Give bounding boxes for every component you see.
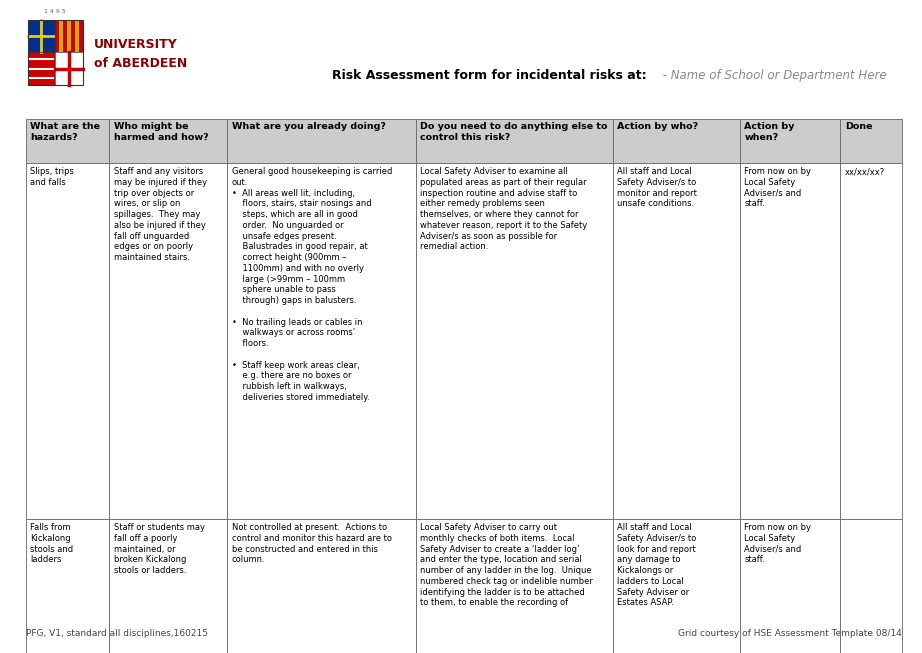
Bar bbox=[416, 519, 612, 653]
Text: - Name of School or Department Here: - Name of School or Department Here bbox=[659, 69, 887, 82]
Bar bbox=[227, 119, 416, 163]
Bar bbox=[227, 163, 416, 519]
Text: Staff or students may
fall off a poorly
maintained, or
broken Kickalong
stools o: Staff or students may fall off a poorly … bbox=[113, 523, 205, 575]
Bar bbox=[840, 119, 902, 163]
Text: What are the
hazards?: What are the hazards? bbox=[30, 122, 100, 142]
Bar bbox=[739, 119, 840, 163]
Text: From now on by
Local Safety
Adviser/s and
staff.: From now on by Local Safety Adviser/s an… bbox=[744, 523, 811, 564]
Bar bbox=[612, 119, 739, 163]
Bar bbox=[739, 519, 840, 653]
Bar bbox=[840, 163, 902, 519]
Bar bbox=[109, 519, 227, 653]
Bar bbox=[71, 20, 75, 52]
Bar bbox=[612, 163, 739, 519]
Bar bbox=[28, 20, 55, 52]
Text: Staff and any visitors
may be injured if they
trip over objects or
wires, or sli: Staff and any visitors may be injured if… bbox=[113, 167, 207, 262]
Text: General good housekeeping is carried
out.
•  All areas well lit, including,
    : General good housekeeping is carried out… bbox=[232, 167, 392, 402]
Text: xx/xx/xx?: xx/xx/xx? bbox=[845, 167, 885, 176]
Bar bbox=[227, 519, 416, 653]
Bar bbox=[55, 20, 83, 52]
Bar bbox=[55, 52, 83, 85]
Bar bbox=[26, 519, 109, 653]
Bar bbox=[28, 52, 55, 85]
Text: Action by
when?: Action by when? bbox=[744, 122, 795, 142]
Text: PFG, V1, standard all disciplines,160215: PFG, V1, standard all disciplines,160215 bbox=[26, 629, 207, 638]
Bar bbox=[612, 519, 739, 653]
Bar bbox=[109, 119, 227, 163]
Bar bbox=[416, 163, 612, 519]
Bar bbox=[26, 163, 109, 519]
Text: Local Safety Adviser to examine all
populated areas as part of their regular
ins: Local Safety Adviser to examine all popu… bbox=[420, 167, 587, 251]
Text: Local Safety Adviser to carry out
monthly checks of both items.  Local
Safety Ad: Local Safety Adviser to carry out monthl… bbox=[420, 523, 593, 607]
Text: UNIVERSITY: UNIVERSITY bbox=[94, 38, 178, 51]
Text: Done: Done bbox=[845, 122, 872, 131]
Bar bbox=[79, 20, 83, 52]
Text: Who might be
harmed and how?: Who might be harmed and how? bbox=[113, 122, 208, 142]
Text: What are you already doing?: What are you already doing? bbox=[232, 122, 385, 131]
Bar bbox=[739, 163, 840, 519]
Bar bbox=[64, 20, 67, 52]
Text: Slips, trips
and falls: Slips, trips and falls bbox=[30, 167, 75, 187]
Bar bbox=[26, 119, 109, 163]
Text: All staff and Local
Safety Adviser/s to
look for and report
any damage to
Kickal: All staff and Local Safety Adviser/s to … bbox=[618, 523, 696, 607]
Bar bbox=[109, 163, 227, 519]
Text: of ABERDEEN: of ABERDEEN bbox=[94, 57, 187, 71]
Text: Action by who?: Action by who? bbox=[618, 122, 698, 131]
Bar bbox=[840, 519, 902, 653]
Text: From now on by
Local Safety
Adviser/s and
staff.: From now on by Local Safety Adviser/s an… bbox=[744, 167, 811, 208]
Text: Risk Assessment form for incidental risks at:: Risk Assessment form for incidental risk… bbox=[332, 69, 646, 82]
Text: Grid courtesy of HSE Assessment Template 08/14: Grid courtesy of HSE Assessment Template… bbox=[678, 629, 902, 638]
Text: Not controlled at present.  Actions to
control and monitor this hazard are to
be: Not controlled at present. Actions to co… bbox=[232, 523, 392, 564]
Text: Do you need to do anything else to
control this risk?: Do you need to do anything else to contr… bbox=[420, 122, 608, 142]
Text: Falls from
Kickalong
stools and
ladders: Falls from Kickalong stools and ladders bbox=[30, 523, 74, 564]
Text: All staff and Local
Safety Adviser/s to
monitor and report
unsafe conditions.: All staff and Local Safety Adviser/s to … bbox=[618, 167, 697, 208]
Bar bbox=[416, 119, 612, 163]
Bar bbox=[55, 20, 59, 52]
Bar bbox=[28, 20, 83, 85]
Text: 1 4 9 5: 1 4 9 5 bbox=[44, 9, 66, 14]
